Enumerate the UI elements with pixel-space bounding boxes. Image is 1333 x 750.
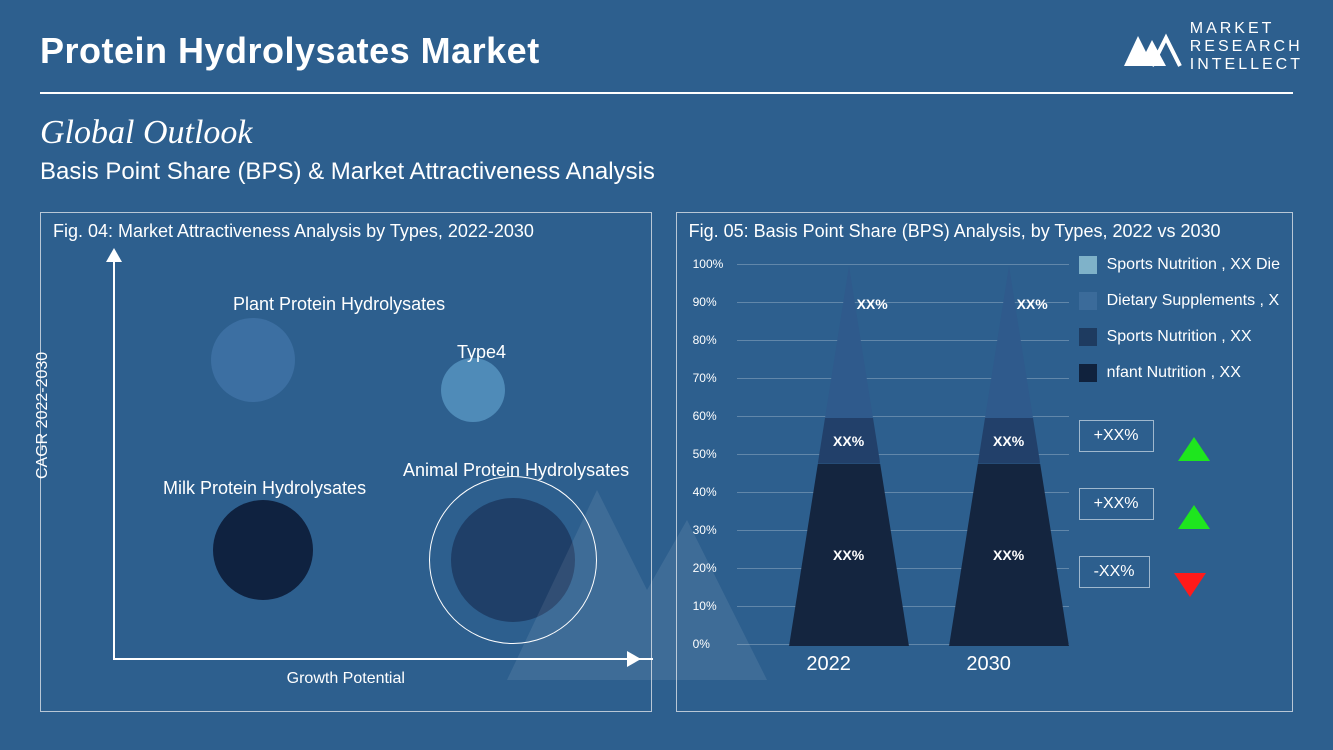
fig05-legend: Sports Nutrition , XX Die Dietary Supplem… xyxy=(1069,250,1280,690)
delta-row: -XX% xyxy=(1079,556,1280,614)
logo-line-2: RESEARCH xyxy=(1190,38,1303,56)
fig04-chart: CAGR 2022-2030 Growth Potential Plant Pr… xyxy=(53,250,639,690)
legend-swatch-icon xyxy=(1079,292,1097,310)
triangle-up-icon xyxy=(1178,505,1210,529)
cone-segment-label: XX% xyxy=(993,433,1024,449)
y-tick-label: 20% xyxy=(693,561,717,575)
delta-value: +XX% xyxy=(1079,420,1154,452)
cone-year-label: 2030 xyxy=(966,653,1011,676)
bubble xyxy=(211,318,295,402)
title-rule xyxy=(40,92,1293,94)
subtitle-global-outlook: Global Outlook xyxy=(40,114,1293,152)
y-axis-label: CAGR 2022-2030 xyxy=(34,352,52,479)
y-axis xyxy=(113,260,115,660)
panel-fig04: Fig. 04: Market Attractiveness Analysis … xyxy=(40,212,652,712)
fig05-plot-area: 0%10%20%30%40%50%60%70%80%90%100%XX%XX%X… xyxy=(689,250,1069,670)
legend-item: Dietary Supplements , X xyxy=(1079,292,1280,310)
y-tick-label: 0% xyxy=(693,637,710,651)
bubble xyxy=(451,498,575,622)
fig04-title: Fig. 04: Market Attractiveness Analysis … xyxy=(53,221,639,242)
bubble xyxy=(213,500,313,600)
logo-text: MARKET RESEARCH INTELLECT xyxy=(1190,20,1303,74)
legend-swatch-icon xyxy=(1079,256,1097,274)
cone-segment xyxy=(985,266,1033,418)
y-tick-label: 60% xyxy=(693,409,717,423)
y-tick-label: 90% xyxy=(693,295,717,309)
bubble-label: Plant Protein Hydrolysates xyxy=(233,294,445,315)
logo-line-3: INTELLECT xyxy=(1190,56,1303,74)
legend-item: Sports Nutrition , XX xyxy=(1079,328,1280,346)
panel-fig05: Fig. 05: Basis Point Share (BPS) Analysi… xyxy=(676,212,1293,712)
y-tick-label: 80% xyxy=(693,333,717,347)
y-tick-label: 100% xyxy=(693,257,724,271)
legend-label: Sports Nutrition , XX xyxy=(1107,328,1252,346)
logo-line-1: MARKET xyxy=(1190,20,1303,38)
y-tick-label: 50% xyxy=(693,447,717,461)
y-axis-arrow-icon xyxy=(106,248,122,262)
triangle-down-icon xyxy=(1174,573,1206,597)
fig05-title: Fig. 05: Basis Point Share (BPS) Analysi… xyxy=(689,221,1280,242)
y-tick-label: 10% xyxy=(693,599,717,613)
cone-segment-label: XX% xyxy=(833,547,864,563)
legend-item: nfant Nutrition , XX xyxy=(1079,364,1280,382)
delta-value: -XX% xyxy=(1079,556,1150,588)
bubble xyxy=(441,358,505,422)
cone-tip-label: XX% xyxy=(1017,296,1048,312)
x-axis-arrow-icon xyxy=(627,651,641,667)
cone: XX% XX% XX% xyxy=(779,266,919,646)
delta-row: +XX% xyxy=(1079,488,1280,546)
brand-logo: MARKET RESEARCH INTELLECT xyxy=(1122,20,1303,74)
cone: XX% XX% XX% xyxy=(939,266,1079,646)
bubble-label: Milk Protein Hydrolysates xyxy=(163,478,366,499)
y-tick-label: 30% xyxy=(693,523,717,537)
logo-mark-icon xyxy=(1122,22,1182,72)
legend-label: nfant Nutrition , XX xyxy=(1107,364,1241,382)
bubble-label: Type4 xyxy=(457,342,506,363)
subtitle-bps: Basis Point Share (BPS) & Market Attract… xyxy=(40,158,1293,186)
page-title: Protein Hydrolysates Market xyxy=(40,30,1293,72)
x-axis xyxy=(113,658,653,660)
legend-label: Dietary Supplements , X xyxy=(1107,292,1280,310)
bubble-label: Animal Protein Hydrolysates xyxy=(403,460,629,481)
legend-swatch-icon xyxy=(1079,364,1097,382)
cone-segment-label: XX% xyxy=(833,433,864,449)
cone-segment-label: XX% xyxy=(993,547,1024,563)
delta-row: +XX% xyxy=(1079,420,1280,478)
triangle-up-icon xyxy=(1178,437,1210,461)
delta-value: +XX% xyxy=(1079,488,1154,520)
legend-label: Sports Nutrition , XX Die xyxy=(1107,256,1280,274)
cone-segment xyxy=(825,266,873,418)
cone-year-label: 2022 xyxy=(806,653,851,676)
fig05-chart: 0%10%20%30%40%50%60%70%80%90%100%XX%XX%X… xyxy=(689,250,1280,690)
y-tick-label: 40% xyxy=(693,485,717,499)
x-axis-label: Growth Potential xyxy=(287,670,405,688)
legend-swatch-icon xyxy=(1079,328,1097,346)
legend-item: Sports Nutrition , XX Die xyxy=(1079,256,1280,274)
grid-line xyxy=(737,264,1069,265)
cone-tip-label: XX% xyxy=(857,296,888,312)
y-tick-label: 70% xyxy=(693,371,717,385)
